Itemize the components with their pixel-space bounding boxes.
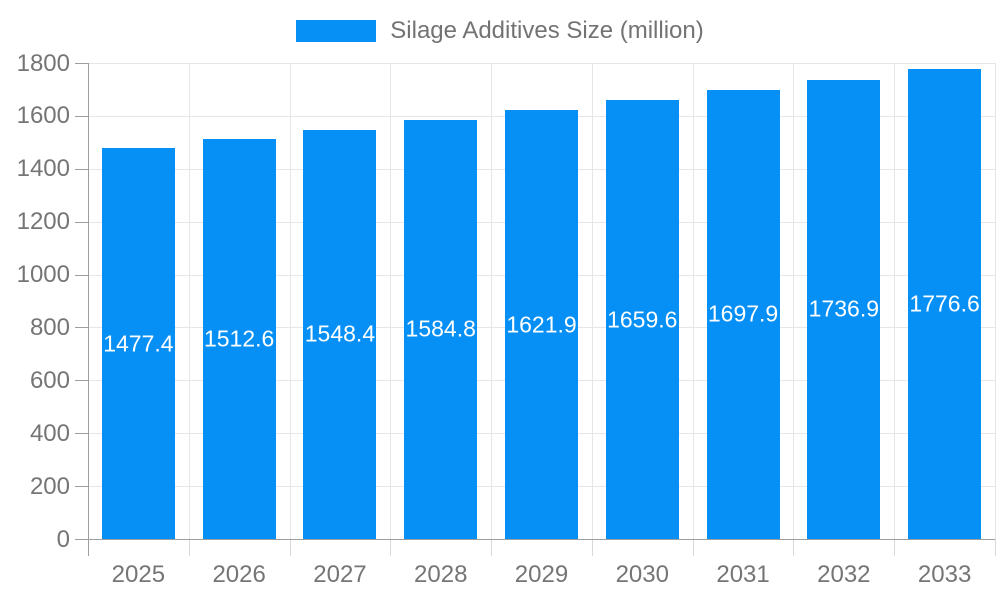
x-axis-label: 2033 [917, 561, 972, 588]
bar[interactable] [908, 69, 982, 539]
bar[interactable] [505, 110, 578, 539]
x-axis-tick [692, 539, 694, 556]
legend-swatch[interactable] [296, 20, 377, 42]
y-axis-tick [75, 380, 88, 382]
x-axis-label: 2026 [212, 561, 266, 588]
v-gridline [491, 63, 493, 539]
v-gridline [995, 63, 996, 539]
bar-value-label: 1584.8 [405, 315, 476, 342]
x-axis-tick [289, 539, 291, 556]
y-axis-label: 1600 [16, 102, 70, 130]
y-axis-tick [75, 221, 88, 223]
bar-value-label: 1697.9 [707, 300, 779, 327]
v-gridline [793, 63, 795, 539]
v-gridline [289, 63, 291, 539]
y-axis-label: 0 [56, 525, 70, 553]
x-axis-label: 2030 [615, 561, 669, 588]
x-axis-tick [390, 539, 392, 556]
legend: Silage Additives Size (million) [0, 17, 1000, 44]
v-gridline [591, 63, 593, 539]
x-axis-line [88, 539, 995, 540]
x-axis-label: 2028 [414, 561, 468, 588]
x-axis-tick [894, 539, 896, 556]
bar-value-label: 1776.6 [909, 290, 980, 317]
v-gridline [894, 63, 896, 539]
bar-value-label: 1621.9 [506, 311, 577, 338]
y-axis-label: 600 [29, 366, 70, 394]
h-gridline [88, 63, 995, 64]
bar[interactable] [303, 129, 377, 539]
x-axis-label: 2025 [111, 561, 166, 588]
y-axis-tick [75, 539, 88, 540]
y-axis-label: 800 [29, 313, 70, 341]
y-axis-tick [75, 433, 88, 435]
v-gridline [188, 63, 190, 539]
v-gridline [692, 63, 694, 539]
y-axis-label: 400 [29, 419, 70, 447]
y-axis-line [88, 63, 89, 556]
bar[interactable] [404, 119, 478, 539]
y-axis-tick [75, 486, 88, 488]
legend-label[interactable]: Silage Additives Size (million) [390, 17, 704, 44]
bar[interactable] [202, 139, 276, 539]
bar[interactable] [807, 79, 881, 539]
x-axis-label: 2032 [817, 561, 871, 588]
bar[interactable] [605, 100, 679, 539]
x-axis-tick [995, 539, 996, 556]
bar-value-label: 1736.9 [808, 295, 880, 322]
x-axis-tick [491, 539, 493, 556]
bar[interactable] [101, 148, 175, 539]
bar-value-label: 1659.6 [607, 306, 678, 333]
x-axis-label: 2027 [313, 561, 367, 588]
x-axis-tick [591, 539, 593, 556]
y-axis-tick [75, 168, 88, 170]
y-axis-label: 1800 [16, 49, 70, 77]
x-axis-tick [188, 539, 190, 556]
x-axis-label: 2029 [514, 561, 569, 588]
v-gridline [390, 63, 392, 539]
y-axis-tick [75, 274, 88, 276]
y-axis-label: 1400 [16, 155, 70, 183]
bar-value-label: 1548.4 [304, 320, 376, 347]
y-axis-label: 1000 [16, 261, 70, 289]
bar-value-label: 1512.6 [203, 325, 275, 352]
x-axis-label: 2031 [716, 561, 770, 588]
bar-value-label: 1477.4 [103, 330, 174, 357]
x-axis-tick [793, 539, 795, 556]
bar[interactable] [706, 89, 780, 539]
y-axis-tick [75, 327, 88, 329]
y-axis-tick [75, 63, 88, 64]
y-axis-label: 200 [29, 472, 70, 500]
y-axis-tick [75, 115, 88, 117]
y-axis-label: 1200 [16, 208, 70, 236]
